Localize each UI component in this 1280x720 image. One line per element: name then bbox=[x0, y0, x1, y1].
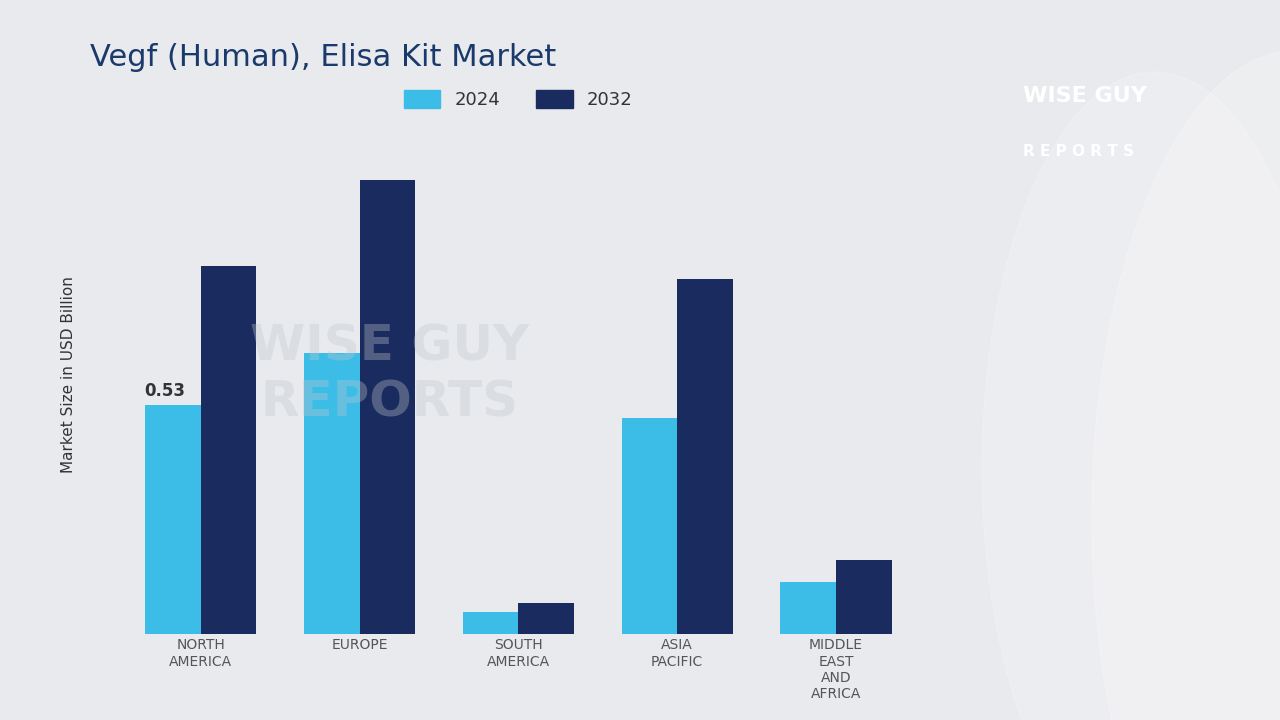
Y-axis label: Market Size in USD Billion: Market Size in USD Billion bbox=[60, 276, 76, 473]
Circle shape bbox=[1092, 50, 1280, 720]
Bar bbox=[463, 612, 518, 634]
Text: Vegf (Human), Elisa Kit Market: Vegf (Human), Elisa Kit Market bbox=[90, 43, 556, 72]
Bar bbox=[622, 418, 677, 634]
Text: WISE GUY: WISE GUY bbox=[1023, 86, 1147, 107]
Legend: 2024, 2032: 2024, 2032 bbox=[397, 83, 640, 117]
Bar bbox=[781, 582, 836, 634]
Text: 0.53: 0.53 bbox=[145, 382, 186, 400]
Bar bbox=[305, 353, 360, 634]
Bar bbox=[677, 279, 733, 634]
Text: WISE GUY
REPORTS: WISE GUY REPORTS bbox=[250, 323, 530, 426]
Bar bbox=[360, 180, 415, 634]
Bar bbox=[836, 560, 892, 634]
Text: R E P O R T S: R E P O R T S bbox=[1023, 144, 1134, 159]
Circle shape bbox=[982, 72, 1280, 720]
Bar bbox=[518, 603, 573, 634]
Bar bbox=[145, 405, 201, 634]
Bar bbox=[201, 266, 256, 634]
